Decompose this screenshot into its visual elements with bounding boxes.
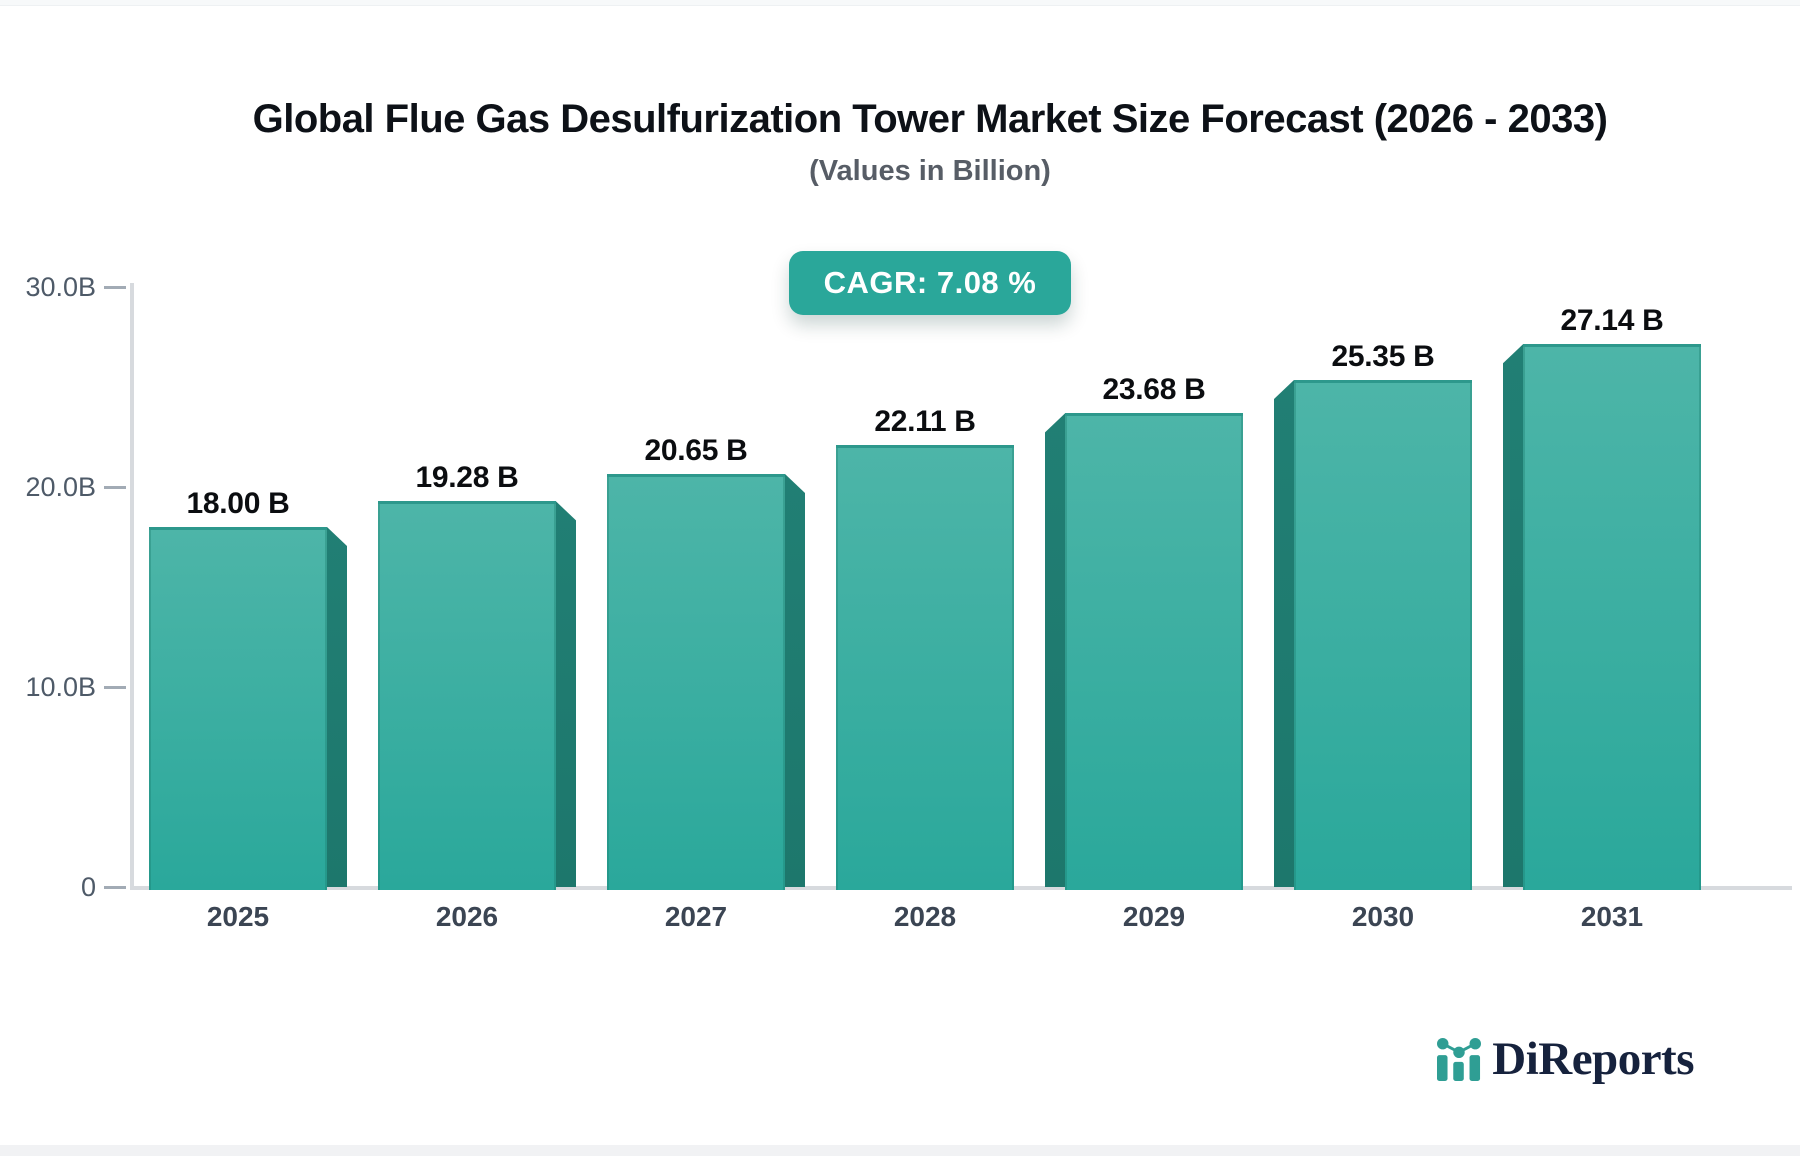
bar-3d-side [556, 501, 576, 887]
bar-2027 [607, 474, 785, 890]
x-axis-category-label: 2027 [664, 901, 728, 932]
bar-value-label: 20.65 B [644, 434, 748, 467]
x-axis-category-label: 2029 [1122, 901, 1186, 932]
cagr-badge: CAGR: 7.08 % [788, 251, 1072, 315]
bar-3d-side [1503, 344, 1523, 887]
y-axis-tick-label: 20.0B [25, 472, 96, 502]
y-axis-line [130, 283, 134, 890]
bar-value-label: 19.28 B [415, 461, 519, 495]
bar-value-label: 22.11 B [874, 404, 976, 438]
x-axis-category-label: 2030 [1351, 901, 1415, 932]
bar-value-label: 23.68 B [1102, 373, 1206, 407]
bottom-edge-band [0, 1145, 1800, 1156]
chart-subtitle: (Values in Billion) [809, 155, 1051, 187]
bar-2031 [1523, 344, 1701, 890]
cagr-badge-row: CAGR: 7.08 % [70, 251, 1790, 315]
bar-2030 [1294, 380, 1472, 890]
x-axis-category-label: 2025 [206, 901, 270, 932]
bar-3d-side [785, 474, 805, 887]
bar-2028 [836, 444, 1014, 890]
x-axis-category-label: 2026 [435, 901, 499, 932]
y-axis-tick [104, 885, 126, 889]
y-axis-tick [104, 485, 126, 489]
y-axis-tick-label: 10.0B [25, 672, 96, 702]
bar-3d-side [1045, 413, 1065, 887]
direports-logo: DiReports [1436, 1032, 1694, 1086]
chart-title: Global Flue Gas Desulfurization Tower Ma… [252, 97, 1608, 141]
chart-header: Global Flue Gas Desulfurization Tower Ma… [70, 96, 1790, 188]
x-axis-category-label: 2031 [1580, 901, 1644, 932]
bar-value-label: 27.14 B [1560, 304, 1664, 338]
logo-text: DiReports [1492, 1033, 1694, 1085]
bar-2029 [1065, 413, 1243, 890]
bar-3d-side [1274, 380, 1294, 887]
bar-3d-side [327, 527, 347, 887]
y-axis-tick [104, 685, 126, 689]
x-axis-category-label: 2028 [893, 901, 957, 932]
bar-2025 [149, 527, 327, 890]
y-axis-tick-label: 30.0B [25, 272, 96, 302]
y-axis-tick [104, 285, 126, 289]
top-edge-band [0, 0, 1800, 6]
bar-value-label: 25.35 B [1331, 340, 1435, 373]
y-axis-tick-label: 0 [80, 872, 96, 902]
mini-bar-line-chart-icon [1437, 1037, 1482, 1081]
bar-2026 [378, 501, 556, 890]
bar-value-label: 18.00 B [186, 487, 290, 520]
